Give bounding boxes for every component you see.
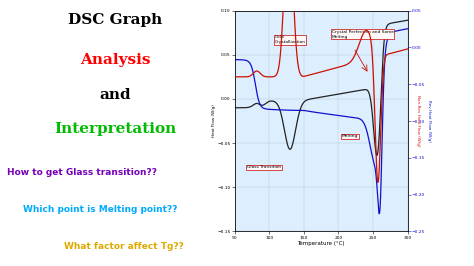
X-axis label: Temperature (°C): Temperature (°C) <box>297 241 345 246</box>
Text: Crystal Perfection and Some
Melting: Crystal Perfection and Some Melting <box>331 30 393 39</box>
Text: Cold
Crystallization: Cold Crystallization <box>275 35 306 44</box>
Text: and: and <box>99 88 131 102</box>
Text: How to get Glass transition??: How to get Glass transition?? <box>7 168 157 177</box>
Text: DSC Graph: DSC Graph <box>68 13 162 27</box>
Text: Interpretation: Interpretation <box>54 122 176 136</box>
Y-axis label: Heat Flow (W/g): Heat Flow (W/g) <box>212 105 216 138</box>
Text: Glass Transition: Glass Transition <box>247 165 281 169</box>
Text: Which point is Melting point??: Which point is Melting point?? <box>23 205 177 214</box>
Text: Melting: Melting <box>342 134 358 138</box>
Y-axis label: Rev Heat Flow (W/g): Rev Heat Flow (W/g) <box>427 100 430 142</box>
Text: Non-Rev Heat Flow (W/g): Non-Rev Heat Flow (W/g) <box>416 95 420 147</box>
Text: Analysis: Analysis <box>80 53 150 67</box>
Text: What factor affect Tg??: What factor affect Tg?? <box>64 242 184 251</box>
